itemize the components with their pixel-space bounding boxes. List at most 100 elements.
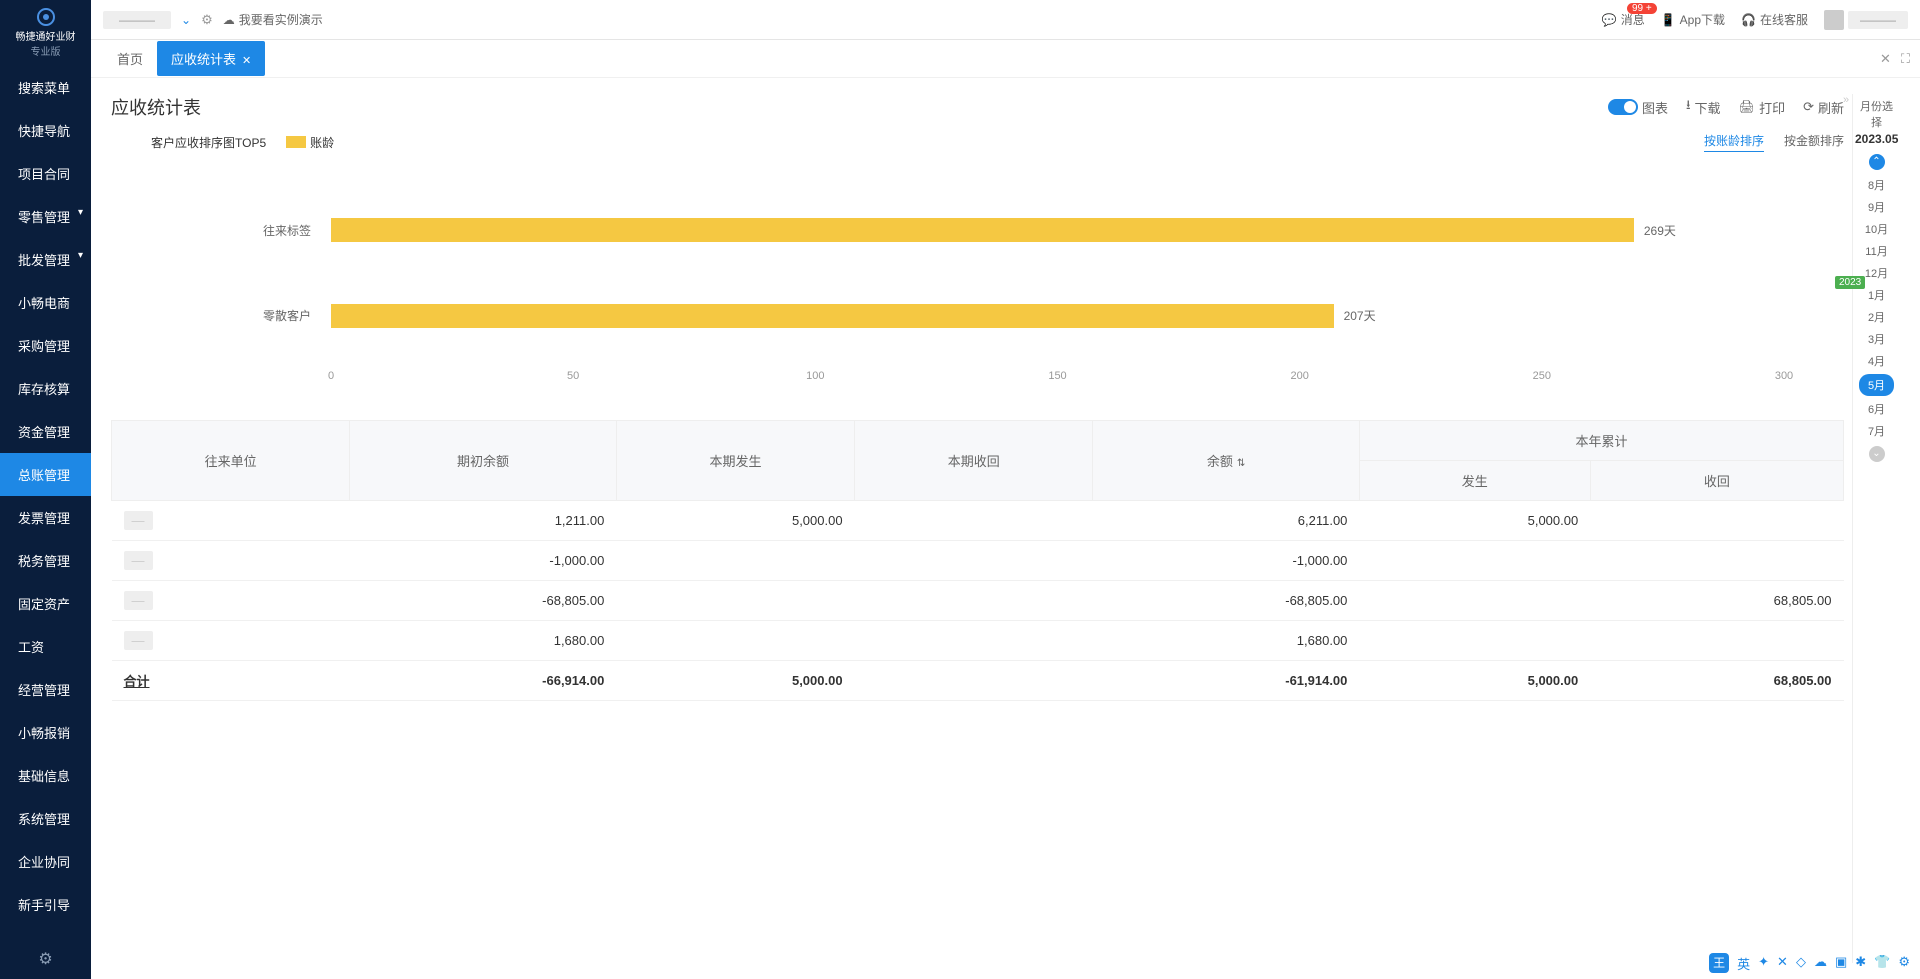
system-tray: 王 英 ✦ ✕ ◇ ☁ ▣ ✱ 👕 ⚙ <box>1709 953 1910 973</box>
chart-bar[interactable] <box>331 304 1334 328</box>
sidebar-item-12[interactable]: 固定资产 <box>0 582 91 625</box>
print-button[interactable]: 🖨 打印 <box>1739 98 1786 117</box>
sidebar-item-1[interactable]: 快捷导航 <box>0 109 91 152</box>
month-item-3[interactable]: 11月 <box>1855 240 1898 262</box>
refresh-button[interactable]: ⟳ 刷新 <box>1803 98 1844 117</box>
sidebar-item-6[interactable]: 采购管理 <box>0 324 91 367</box>
month-item-11[interactable]: 7月 <box>1855 420 1898 442</box>
page-actions: 图表 ⭳ 下载 🖨 打印 ⟳ 刷新 <box>1608 96 1844 118</box>
tray-icon-7[interactable]: 👕 <box>1874 954 1890 973</box>
app-logo[interactable]: 畅捷通好业财 专业版 <box>0 0 91 66</box>
sidebar-item-14[interactable]: 经营管理 <box>0 668 91 711</box>
sidebar-item-2[interactable]: 项目合同 <box>0 152 91 195</box>
month-nav-down-icon[interactable]: ⌄ <box>1869 446 1885 462</box>
sidebar-item-15[interactable]: 小畅报销 <box>0 711 91 754</box>
toggle-switch[interactable] <box>1608 99 1638 115</box>
sidebar-item-9[interactable]: 总账管理 <box>0 453 91 496</box>
main: ——— ⌄ ⚙ ☁ 我要看实例演示 💬 消息 99 + 📱 App下载 <box>91 0 1920 979</box>
cell-balance: -1,000.00 <box>1093 541 1360 581</box>
th-occurred[interactable]: 本期发生 <box>616 421 854 501</box>
tray-icon-5[interactable]: ▣ <box>1835 954 1847 973</box>
tray-icon-3[interactable]: ◇ <box>1796 954 1806 973</box>
th-ytd-occurred[interactable]: 发生 <box>1359 461 1590 501</box>
online-service-button[interactable]: 🎧 在线客服 <box>1741 11 1808 28</box>
tray-icon-2[interactable]: ✕ <box>1777 954 1788 973</box>
month-header: 月份选择 <box>1855 98 1898 130</box>
app-download-button[interactable]: 📱 App下载 <box>1661 11 1725 28</box>
table-row[interactable]: —-68,805.00-68,805.0068,805.00 <box>112 581 1844 621</box>
th-received[interactable]: 本期收回 <box>855 421 1093 501</box>
table-row[interactable]: —1,680.001,680.00 <box>112 621 1844 661</box>
org-settings-icon[interactable]: ⚙ <box>201 12 213 28</box>
fullscreen-icon[interactable]: ⛶ <box>1901 51 1910 67</box>
tab-close-icon[interactable]: ✕ <box>242 55 251 67</box>
table-row[interactable]: —1,211.005,000.006,211.005,000.00 <box>112 501 1844 541</box>
sidebar-item-13[interactable]: 工资 <box>0 625 91 668</box>
th-balance[interactable]: 余额⇅ <box>1093 421 1360 501</box>
tray-icon-4[interactable]: ☁ <box>1814 954 1827 973</box>
month-item-8[interactable]: 4月 <box>1855 350 1898 372</box>
sidebar-item-17[interactable]: 系统管理 <box>0 797 91 840</box>
sidebar-item-5[interactable]: 小畅电商 <box>0 281 91 324</box>
panel-collapse-icon[interactable]: » <box>1843 94 1849 106</box>
month-item-2[interactable]: 10月 <box>1855 218 1898 240</box>
tab-1[interactable]: 应收统计表✕ <box>157 41 265 76</box>
th-ytd-received[interactable]: 收回 <box>1590 461 1843 501</box>
sidebar-item-3[interactable]: 零售管理▾ <box>0 195 91 238</box>
month-item-1[interactable]: 9月 <box>1855 196 1898 218</box>
sidebar-item-4[interactable]: 批发管理▾ <box>0 238 91 281</box>
sidebar-item-19[interactable]: 新手引导 <box>0 883 91 926</box>
chart-title: 客户应收排序图TOP5 <box>151 134 266 151</box>
tray-icon-6[interactable]: ✱ <box>1855 954 1866 973</box>
sidebar-item-10[interactable]: 发票管理 <box>0 496 91 539</box>
tabs-bar: 首页应收统计表✕ ✕ ⛶ <box>91 40 1920 78</box>
sidebar-footer: ⚙ <box>0 939 91 979</box>
th-opening[interactable]: 期初余额 <box>350 421 617 501</box>
month-item-7[interactable]: 3月 <box>1855 328 1898 350</box>
app-download-label: App下载 <box>1680 11 1725 28</box>
tab-0[interactable]: 首页 <box>103 41 157 76</box>
cell-unit: — <box>112 541 350 581</box>
chart-tick: 200 <box>1290 370 1308 382</box>
close-all-tabs-icon[interactable]: ✕ <box>1880 51 1891 67</box>
sidebar-item-7[interactable]: 库存核算 <box>0 367 91 410</box>
print-label: 打印 <box>1759 98 1785 117</box>
chart-bar[interactable] <box>331 218 1634 242</box>
download-button[interactable]: ⭳ 下载 <box>1686 96 1721 118</box>
sidebar: 畅捷通好业财 专业版 搜索菜单快捷导航项目合同零售管理▾批发管理▾小畅电商采购管… <box>0 0 91 979</box>
messages-button[interactable]: 💬 消息 99 + <box>1602 11 1645 28</box>
sort-option-1[interactable]: 按金额排序 <box>1784 132 1844 152</box>
tray-icon-1[interactable]: ✦ <box>1758 954 1769 973</box>
tabs-container: 首页应收统计表✕ <box>103 41 265 76</box>
chart-bar-row-0: 往来标签269天 <box>331 218 1784 242</box>
month-item-0[interactable]: 8月 <box>1855 174 1898 196</box>
chart-toggle[interactable]: 图表 <box>1608 98 1668 117</box>
settings-icon[interactable]: ⚙ <box>38 951 52 968</box>
tray-icon-8[interactable]: ⚙ <box>1898 954 1910 973</box>
sidebar-item-11[interactable]: 税务管理 <box>0 539 91 582</box>
month-nav-up-icon[interactable]: ⌃ <box>1869 154 1885 170</box>
demo-link[interactable]: ☁ 我要看实例演示 <box>223 11 323 28</box>
user-menu[interactable]: ——— <box>1824 10 1908 30</box>
month-item-4[interactable]: 12月2023 <box>1855 262 1898 284</box>
month-item-10[interactable]: 6月 <box>1855 398 1898 420</box>
chevron-down-icon: ▾ <box>78 207 83 218</box>
th-unit[interactable]: 往来单位 <box>112 421 350 501</box>
sidebar-item-0[interactable]: 搜索菜单 <box>0 66 91 109</box>
table-row[interactable]: —-1,000.00-1,000.00 <box>112 541 1844 581</box>
month-item-9[interactable]: 5月 <box>1859 374 1894 396</box>
tray-main-icon[interactable]: 王 <box>1709 953 1729 973</box>
sidebar-item-16[interactable]: 基础信息 <box>0 754 91 797</box>
sidebar-item-8[interactable]: 资金管理 <box>0 410 91 453</box>
sort-option-0[interactable]: 按账龄排序 <box>1704 132 1764 152</box>
total-cell-unit: 合计 <box>112 661 350 701</box>
sidebar-item-18[interactable]: 企业协同 <box>0 840 91 883</box>
org-dropdown-icon[interactable]: ⌄ <box>181 13 191 27</box>
month-item-6[interactable]: 2月 <box>1855 306 1898 328</box>
tray-icon-0[interactable]: 英 <box>1737 954 1750 973</box>
phone-icon: 📱 <box>1661 13 1676 27</box>
avatar-icon <box>1824 10 1844 30</box>
th-ytd[interactable]: 本年累计 <box>1359 421 1843 461</box>
org-selector[interactable]: ——— <box>103 11 171 29</box>
toggle-label: 图表 <box>1642 98 1668 117</box>
